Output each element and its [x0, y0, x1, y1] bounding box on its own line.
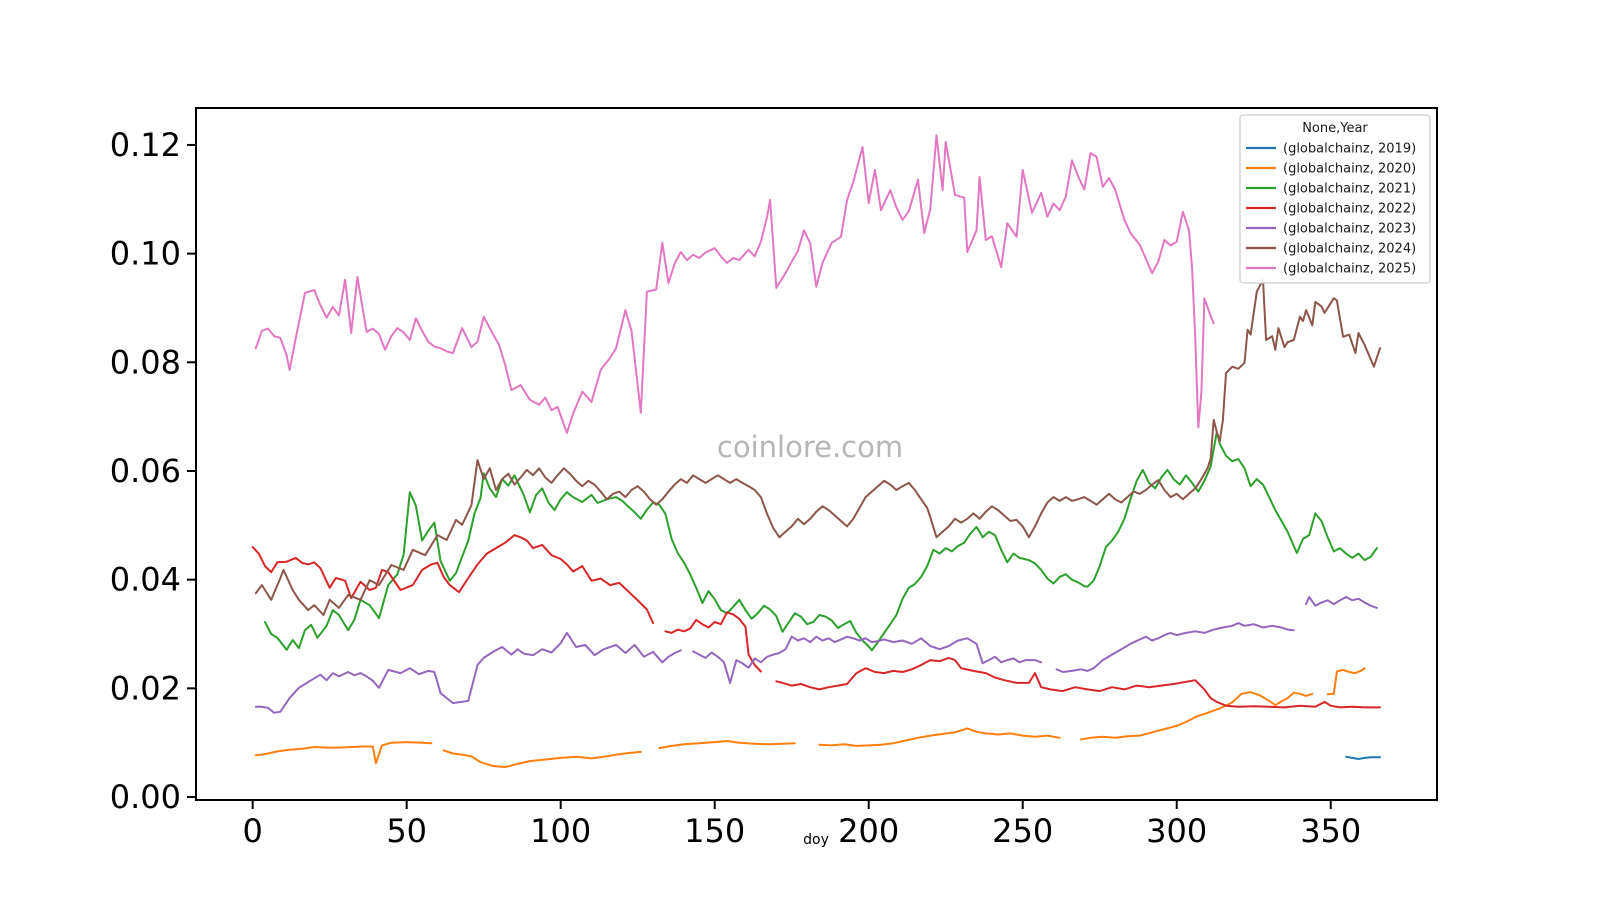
- x-tick-label-350: 350: [1300, 812, 1361, 850]
- legend-label-2022: (globalchainz, 2022): [1283, 202, 1416, 217]
- y-tick-label-0.10: 0.10: [110, 235, 181, 273]
- series-globalchainz-2019: [1345, 755, 1381, 760]
- y-tick-label-0.02: 0.02: [110, 669, 181, 707]
- y-tick-label-0.12: 0.12: [110, 126, 181, 164]
- y-tick-label-0.08: 0.08: [110, 343, 181, 381]
- x-axis-title: doy: [803, 832, 829, 848]
- series-globalchainz-2023: [254, 596, 1378, 714]
- series-globalchainz-2020: [254, 667, 1366, 769]
- legend: None,Year (globalchainz, 2019) (globalchai…: [1239, 114, 1431, 284]
- y-tick-label-0.04: 0.04: [110, 561, 181, 599]
- legend-label-2019: (globalchainz, 2019): [1283, 142, 1416, 157]
- x-tick-label-150: 150: [684, 812, 745, 850]
- legend-label-2025: (globalchainz, 2025): [1283, 262, 1416, 277]
- x-tick-label-200: 200: [838, 812, 899, 850]
- series-globalchainz-2021: [264, 430, 1378, 652]
- series-globalchainz-2022: [251, 534, 1381, 709]
- legend-label-2023: (globalchainz, 2023): [1283, 222, 1416, 237]
- y-tick-label-0.00: 0.00: [110, 778, 181, 816]
- plot-frame: [195, 107, 1438, 801]
- legend-label-2020: (globalchainz, 2020): [1283, 162, 1416, 177]
- series-globalchainz-2025: [254, 134, 1215, 434]
- x-tick-label-50: 50: [386, 812, 427, 850]
- x-tick-label-100: 100: [530, 812, 591, 850]
- legend-box: [1239, 114, 1431, 284]
- legend-label-2024: (globalchainz, 2024): [1283, 242, 1416, 257]
- x-tick-label-250: 250: [992, 812, 1053, 850]
- x-tick-label-300: 300: [1146, 812, 1207, 850]
- legend-title: None,Year: [1302, 121, 1368, 136]
- series-globalchainz-2024: [254, 278, 1381, 616]
- x-tick-label-0: 0: [242, 812, 262, 850]
- y-tick-label-0.06: 0.06: [110, 452, 181, 490]
- legend-label-2021: (globalchainz, 2021): [1283, 182, 1416, 197]
